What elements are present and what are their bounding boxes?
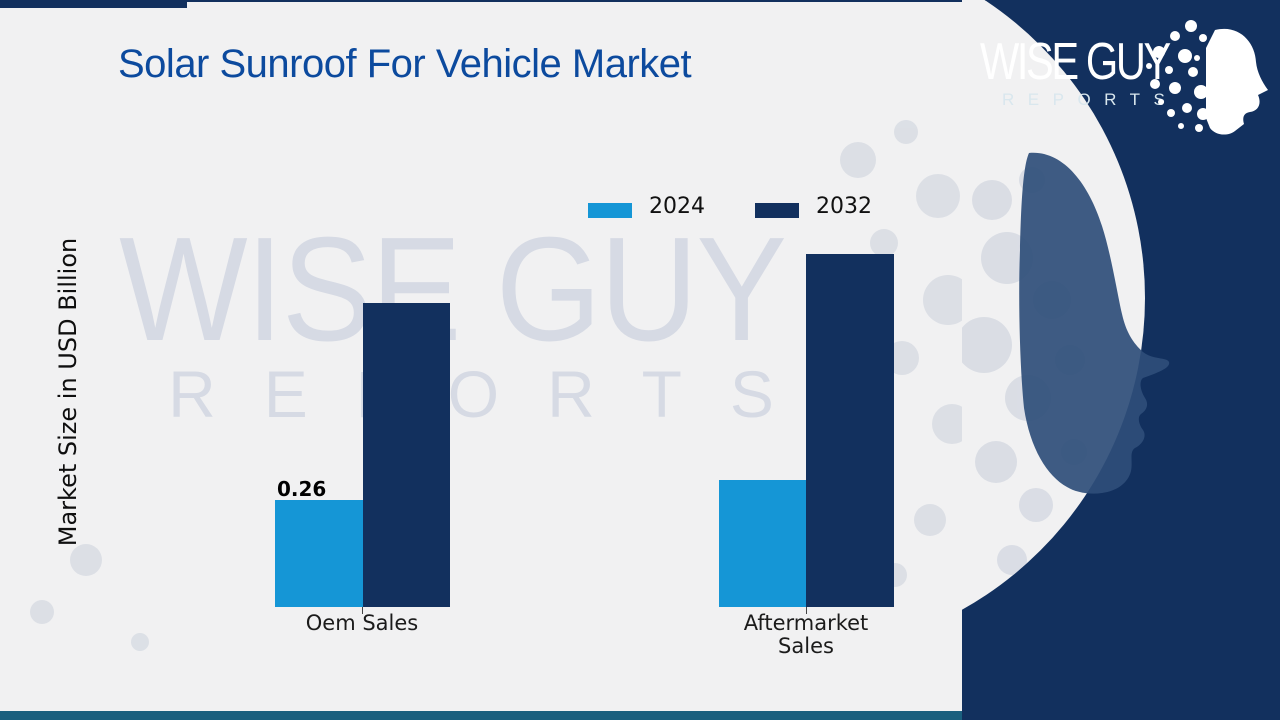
bar-aftermarket-sales-2024	[719, 480, 806, 607]
legend-swatch-2032	[755, 203, 799, 218]
x-tick-aftermarket-sales	[806, 607, 807, 614]
bar-oem-sales-2032	[363, 303, 450, 607]
logo-subtitle: REPORTS	[1002, 90, 1179, 109]
legend: 2024 2032	[588, 194, 872, 219]
legend-label-2032: 2032	[816, 194, 872, 219]
face-silhouette	[1019, 152, 1170, 494]
logo-face-icon	[1146, 20, 1268, 135]
category-label-oem-sales: Oem Sales	[305, 611, 419, 635]
x-tick-oem-sales	[362, 607, 363, 614]
bottom-teal-strip	[0, 711, 1280, 720]
top-left-strip	[0, 0, 187, 8]
logo: WISE GUY REPORTS	[980, 36, 1280, 110]
chart-title: Solar Sunroof For Vehicle Market	[118, 42, 692, 86]
bar-aftermarket-sales-2032	[806, 254, 894, 607]
top-rule	[0, 0, 1280, 2]
legend-swatch-2024	[588, 203, 632, 218]
bar-oem-sales-2024	[275, 500, 363, 607]
category-label-aftermarket-sales: Aftermarket Sales	[743, 611, 869, 658]
value-label-oem-2024: 0.26	[277, 477, 327, 501]
legend-label-2024: 2024	[649, 194, 705, 219]
logo-title: WISE GUY	[980, 33, 1171, 91]
